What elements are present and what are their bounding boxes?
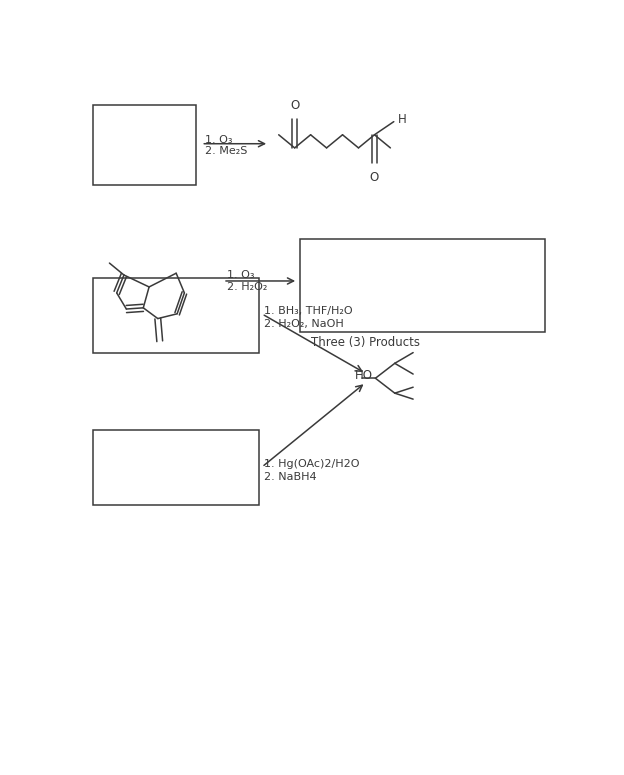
FancyBboxPatch shape: [92, 278, 260, 353]
Text: O: O: [290, 99, 300, 112]
FancyBboxPatch shape: [92, 105, 197, 185]
Text: 1. BH₃, THF/H₂O: 1. BH₃, THF/H₂O: [264, 306, 353, 316]
Text: 1. O₃: 1. O₃: [205, 135, 232, 145]
Text: 1. Hg(OAc)2/H2O: 1. Hg(OAc)2/H2O: [264, 459, 359, 469]
Text: 2. H₂O₂: 2. H₂O₂: [227, 282, 267, 292]
Text: 2. NaBH4: 2. NaBH4: [264, 472, 317, 482]
Text: 1. O₃: 1. O₃: [227, 270, 255, 280]
FancyBboxPatch shape: [92, 430, 260, 505]
Text: H: H: [397, 112, 406, 126]
Text: 2. H₂O₂, NaOH: 2. H₂O₂, NaOH: [264, 319, 344, 329]
Text: O: O: [370, 170, 379, 184]
Text: 2. Me₂S: 2. Me₂S: [205, 146, 247, 157]
Text: HO: HO: [355, 369, 373, 382]
Text: Three (3) Products: Three (3) Products: [311, 336, 420, 350]
FancyBboxPatch shape: [301, 239, 545, 332]
